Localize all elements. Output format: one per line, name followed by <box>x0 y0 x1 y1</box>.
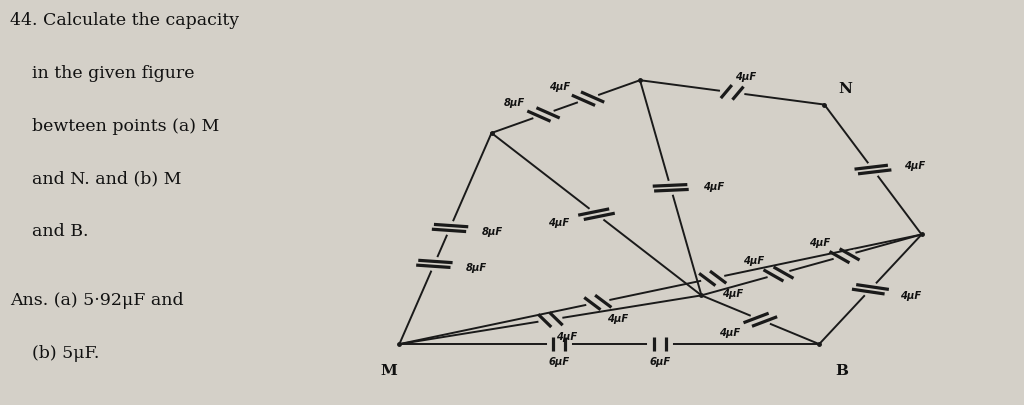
Text: 6μF: 6μF <box>649 356 671 366</box>
Text: 4μF: 4μF <box>548 217 568 227</box>
Text: 4μF: 4μF <box>735 72 757 82</box>
Text: B: B <box>836 364 848 377</box>
Text: bewteen points (a) M: bewteen points (a) M <box>10 117 219 134</box>
Text: 6μF: 6μF <box>548 356 569 366</box>
Text: 4μF: 4μF <box>722 289 743 298</box>
Text: 4μF: 4μF <box>900 290 922 301</box>
Text: 4μF: 4μF <box>549 82 570 92</box>
Text: 4μF: 4μF <box>903 160 925 170</box>
Text: 4μF: 4μF <box>702 181 724 192</box>
Text: 4μF: 4μF <box>809 237 830 247</box>
Text: 8μF: 8μF <box>482 226 503 236</box>
Text: 44. Calculate the capacity: 44. Calculate the capacity <box>10 12 240 29</box>
Text: 8μF: 8μF <box>504 98 525 108</box>
Text: M: M <box>381 364 397 377</box>
Text: and B.: and B. <box>10 223 89 240</box>
Text: (b) 5μF.: (b) 5μF. <box>10 344 99 361</box>
Text: and N. and (b) M: and N. and (b) M <box>10 170 181 187</box>
Text: Ans. (a) 5·92μF and: Ans. (a) 5·92μF and <box>10 292 184 309</box>
Text: 4μF: 4μF <box>607 313 629 323</box>
Text: in the given figure: in the given figure <box>10 65 195 82</box>
Text: 8μF: 8μF <box>466 262 487 272</box>
Text: 4μF: 4μF <box>556 331 578 341</box>
Text: N: N <box>838 82 852 96</box>
Text: 4μF: 4μF <box>719 327 740 337</box>
Text: 4μF: 4μF <box>743 256 765 265</box>
